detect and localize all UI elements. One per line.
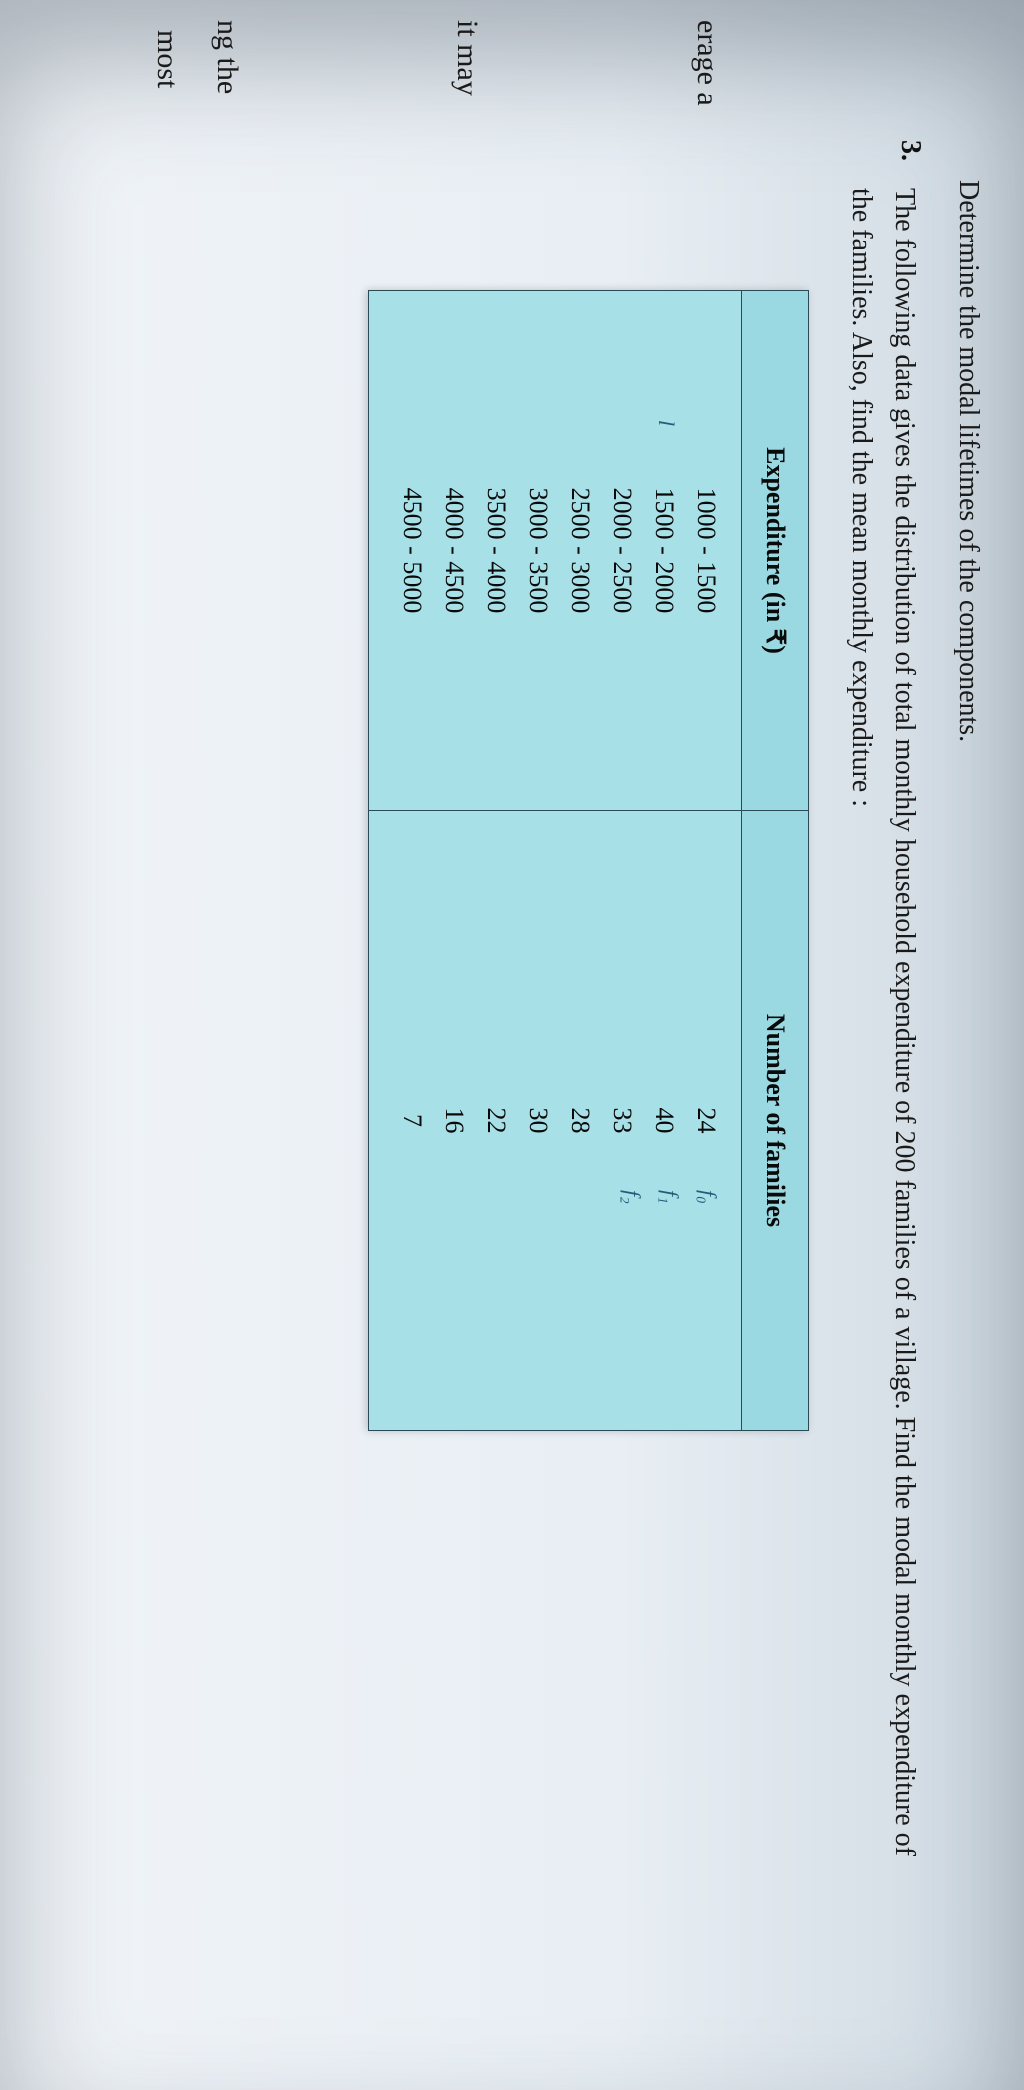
handwritten-f1: f₁ [657, 1190, 683, 1204]
expenditure-cell: 1000 - 1500 1500 - 2000 2000 - 2500 2500… [369, 291, 742, 811]
families-cell: 24 40 33 28 30 22 16 7 [369, 811, 742, 1431]
class-interval: 3000 - 3500 [517, 291, 559, 810]
class-interval: 1000 - 1500 [685, 291, 727, 810]
question-block: 3. The following data gives the distribu… [839, 140, 926, 2010]
question-number: 3. [839, 140, 926, 170]
frequency-value: 28 [559, 811, 601, 1430]
margin-fragment: ng the [210, 20, 244, 94]
margin-fragment: most [150, 30, 184, 88]
class-interval: 1500 - 2000 [643, 291, 685, 810]
expenditure-table: Expenditure (in ₹) Number of families 10… [368, 290, 809, 1431]
frequency-value: 40 [643, 811, 685, 1430]
data-table-container: Expenditure (in ₹) Number of families 10… [368, 290, 809, 2010]
table-header-row: Expenditure (in ₹) Number of families [742, 291, 809, 1431]
previous-line-text: Determine the modal lifetimes of the com… [952, 180, 984, 2010]
class-interval: 4000 - 4500 [433, 291, 475, 810]
frequency-value: 16 [433, 811, 475, 1430]
frequency-value: 30 [517, 811, 559, 1430]
class-interval: 2000 - 2500 [601, 291, 643, 810]
frequency-value: 7 [391, 811, 433, 1430]
class-interval: 2500 - 3000 [559, 291, 601, 810]
textbook-page: erage a it may ng the most Determine the… [0, 0, 1024, 2090]
margin-fragment: it may [450, 20, 484, 96]
question-text: The following data gives the distributio… [839, 188, 926, 1888]
header-families: Number of families [742, 811, 809, 1431]
families-values: 24 40 33 28 30 22 16 7 [369, 811, 741, 1430]
frequency-value: 33 [601, 811, 643, 1430]
class-interval: 4500 - 5000 [391, 291, 433, 810]
handwritten-f2: f₂ [619, 1190, 645, 1204]
expenditure-values: 1000 - 1500 1500 - 2000 2000 - 2500 2500… [369, 291, 741, 810]
header-expenditure: Expenditure (in ₹) [742, 291, 809, 811]
margin-fragment: erage a [690, 20, 724, 106]
class-interval: 3500 - 4000 [475, 291, 517, 810]
handwritten-l-mark: l [653, 420, 679, 426]
handwritten-f0: f₀ [695, 1190, 721, 1204]
frequency-value: 24 [685, 811, 727, 1430]
frequency-value: 22 [475, 811, 517, 1430]
table-data-row: 1000 - 1500 1500 - 2000 2000 - 2500 2500… [369, 291, 742, 1431]
